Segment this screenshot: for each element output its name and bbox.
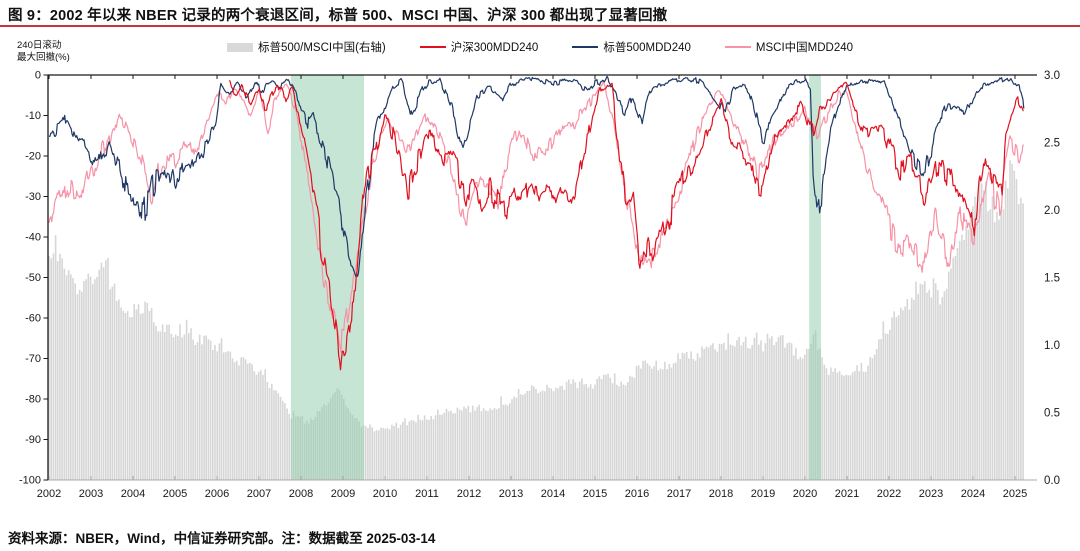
svg-text:-90: -90 bbox=[25, 434, 41, 446]
svg-text:2013: 2013 bbox=[499, 488, 523, 500]
line-MSCI中国MDD240 bbox=[48, 80, 1024, 353]
svg-text:2014: 2014 bbox=[541, 488, 565, 500]
svg-text:2018: 2018 bbox=[709, 488, 733, 500]
svg-text:0.5: 0.5 bbox=[1044, 408, 1060, 420]
source-note: 资料来源：NBER，Wind，中信证券研究部。注：数据截至 2025-03-14 bbox=[8, 531, 436, 546]
svg-text:2005: 2005 bbox=[163, 488, 187, 500]
left-axis-title-line2: 最大回撤(%) bbox=[17, 52, 70, 64]
svg-text:1.0: 1.0 bbox=[1044, 340, 1060, 352]
svg-text:2020: 2020 bbox=[793, 488, 817, 500]
svg-text:0.0: 0.0 bbox=[1044, 475, 1060, 487]
recession-band bbox=[809, 75, 821, 480]
svg-text:2011: 2011 bbox=[415, 488, 439, 500]
left-axis-title: 240日滚动 最大回撤(%) bbox=[17, 40, 70, 65]
svg-text:-20: -20 bbox=[25, 151, 41, 163]
svg-text:3.0: 3.0 bbox=[1044, 70, 1060, 82]
legend-label: 标普500MDD240 bbox=[603, 42, 691, 54]
svg-text:-80: -80 bbox=[25, 394, 41, 406]
svg-text:2025: 2025 bbox=[1003, 488, 1027, 500]
svg-text:2016: 2016 bbox=[625, 488, 649, 500]
svg-text:2003: 2003 bbox=[79, 488, 103, 500]
ratio-area-series bbox=[48, 160, 1024, 480]
figure-title: 图 9：2002 年以来 NBER 记录的两个衰退区间，标普 500、MSCI … bbox=[8, 8, 668, 24]
svg-text:-70: -70 bbox=[25, 353, 41, 365]
svg-text:2.5: 2.5 bbox=[1044, 138, 1060, 150]
legend-item: MSCI中国MDD240 bbox=[724, 39, 854, 55]
legend-item: 标普500/MSCI中国(右轴) bbox=[226, 39, 386, 55]
svg-text:-10: -10 bbox=[25, 110, 41, 122]
svg-text:-100: -100 bbox=[19, 475, 41, 487]
svg-text:2017: 2017 bbox=[667, 488, 691, 500]
svg-text:2002: 2002 bbox=[37, 488, 61, 500]
svg-text:2.0: 2.0 bbox=[1044, 205, 1060, 217]
svg-text:2008: 2008 bbox=[289, 488, 313, 500]
svg-text:-50: -50 bbox=[25, 272, 41, 284]
svg-text:-40: -40 bbox=[25, 232, 41, 244]
legend-area-swatch bbox=[226, 42, 253, 52]
svg-text:2007: 2007 bbox=[247, 488, 271, 500]
svg-text:2021: 2021 bbox=[835, 488, 859, 500]
svg-text:2019: 2019 bbox=[751, 488, 775, 500]
drawdown-line-series bbox=[48, 75, 1025, 371]
svg-text:2010: 2010 bbox=[373, 488, 397, 500]
svg-text:2012: 2012 bbox=[457, 488, 481, 500]
svg-text:-30: -30 bbox=[25, 191, 41, 203]
chart-legend: 标普500/MSCI中国(右轴) 沪深300MDD240 标普500MDD240 MS… bbox=[0, 39, 1080, 55]
svg-text:2004: 2004 bbox=[121, 488, 145, 500]
legend-item: 标普500MDD240 bbox=[572, 39, 691, 55]
legend-line-swatch bbox=[572, 46, 599, 48]
legend-label: 沪深300MDD240 bbox=[450, 42, 539, 54]
legend-label: MSCI中国MDD240 bbox=[755, 42, 854, 54]
legend-line-swatch bbox=[724, 46, 751, 48]
svg-text:2009: 2009 bbox=[331, 488, 355, 500]
svg-text:-60: -60 bbox=[25, 313, 41, 325]
svg-text:2024: 2024 bbox=[961, 488, 985, 500]
axes: 0 -10 -20 -30 -40 -50 -60 -70 -80 -90 -100 3.0 2.5 2.… bbox=[19, 70, 1060, 501]
title-divider bbox=[0, 25, 1080, 27]
line-沪深300MDD240 bbox=[229, 80, 1024, 371]
legend-label: 标普500/MSCI中国(右轴) bbox=[257, 42, 386, 54]
left-axis-title-line1: 240日滚动 bbox=[17, 40, 62, 51]
svg-text:2023: 2023 bbox=[919, 488, 943, 500]
line-标普500MDD240 bbox=[48, 75, 1025, 278]
legend-item: 沪深300MDD240 bbox=[419, 39, 539, 55]
svg-text:0: 0 bbox=[35, 70, 41, 82]
svg-text:2006: 2006 bbox=[205, 488, 229, 500]
legend-line-swatch bbox=[419, 46, 446, 48]
svg-text:2015: 2015 bbox=[583, 488, 607, 500]
svg-text:2022: 2022 bbox=[877, 488, 901, 500]
svg-text:1.5: 1.5 bbox=[1044, 273, 1060, 285]
